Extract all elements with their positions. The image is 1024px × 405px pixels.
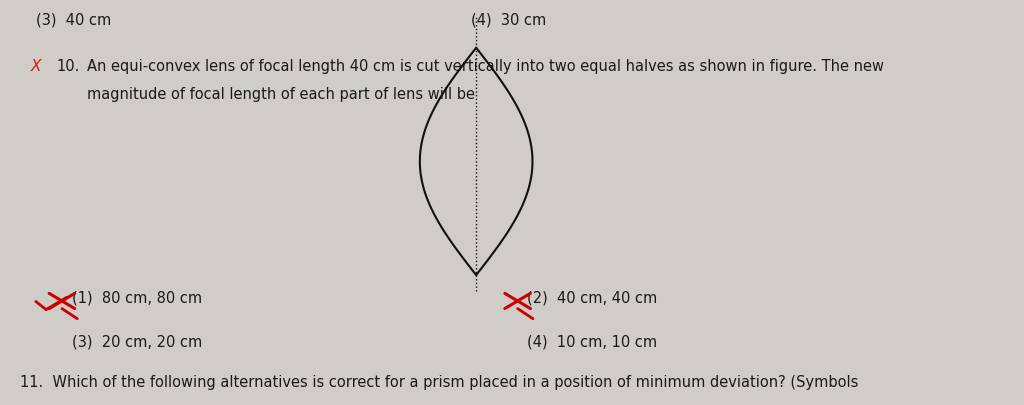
Text: 11.  Which of the following alternatives is correct for a prism placed in a posi: 11. Which of the following alternatives … [20,374,859,389]
Text: (4)  10 cm, 10 cm: (4) 10 cm, 10 cm [527,334,657,349]
Text: 10.: 10. [56,59,80,74]
Text: magnitude of focal length of each part of lens will be: magnitude of focal length of each part o… [87,87,475,102]
Text: (3)  20 cm, 20 cm: (3) 20 cm, 20 cm [72,334,202,349]
Text: (4)  30 cm: (4) 30 cm [471,12,546,27]
Text: (2)  40 cm, 40 cm: (2) 40 cm, 40 cm [527,290,657,305]
Text: X: X [31,59,41,74]
Text: An equi-convex lens of focal length 40 cm is cut vertically into two equal halve: An equi-convex lens of focal length 40 c… [87,59,884,74]
Text: (3)  40 cm: (3) 40 cm [36,12,111,27]
Text: (1)  80 cm, 80 cm: (1) 80 cm, 80 cm [72,290,202,305]
